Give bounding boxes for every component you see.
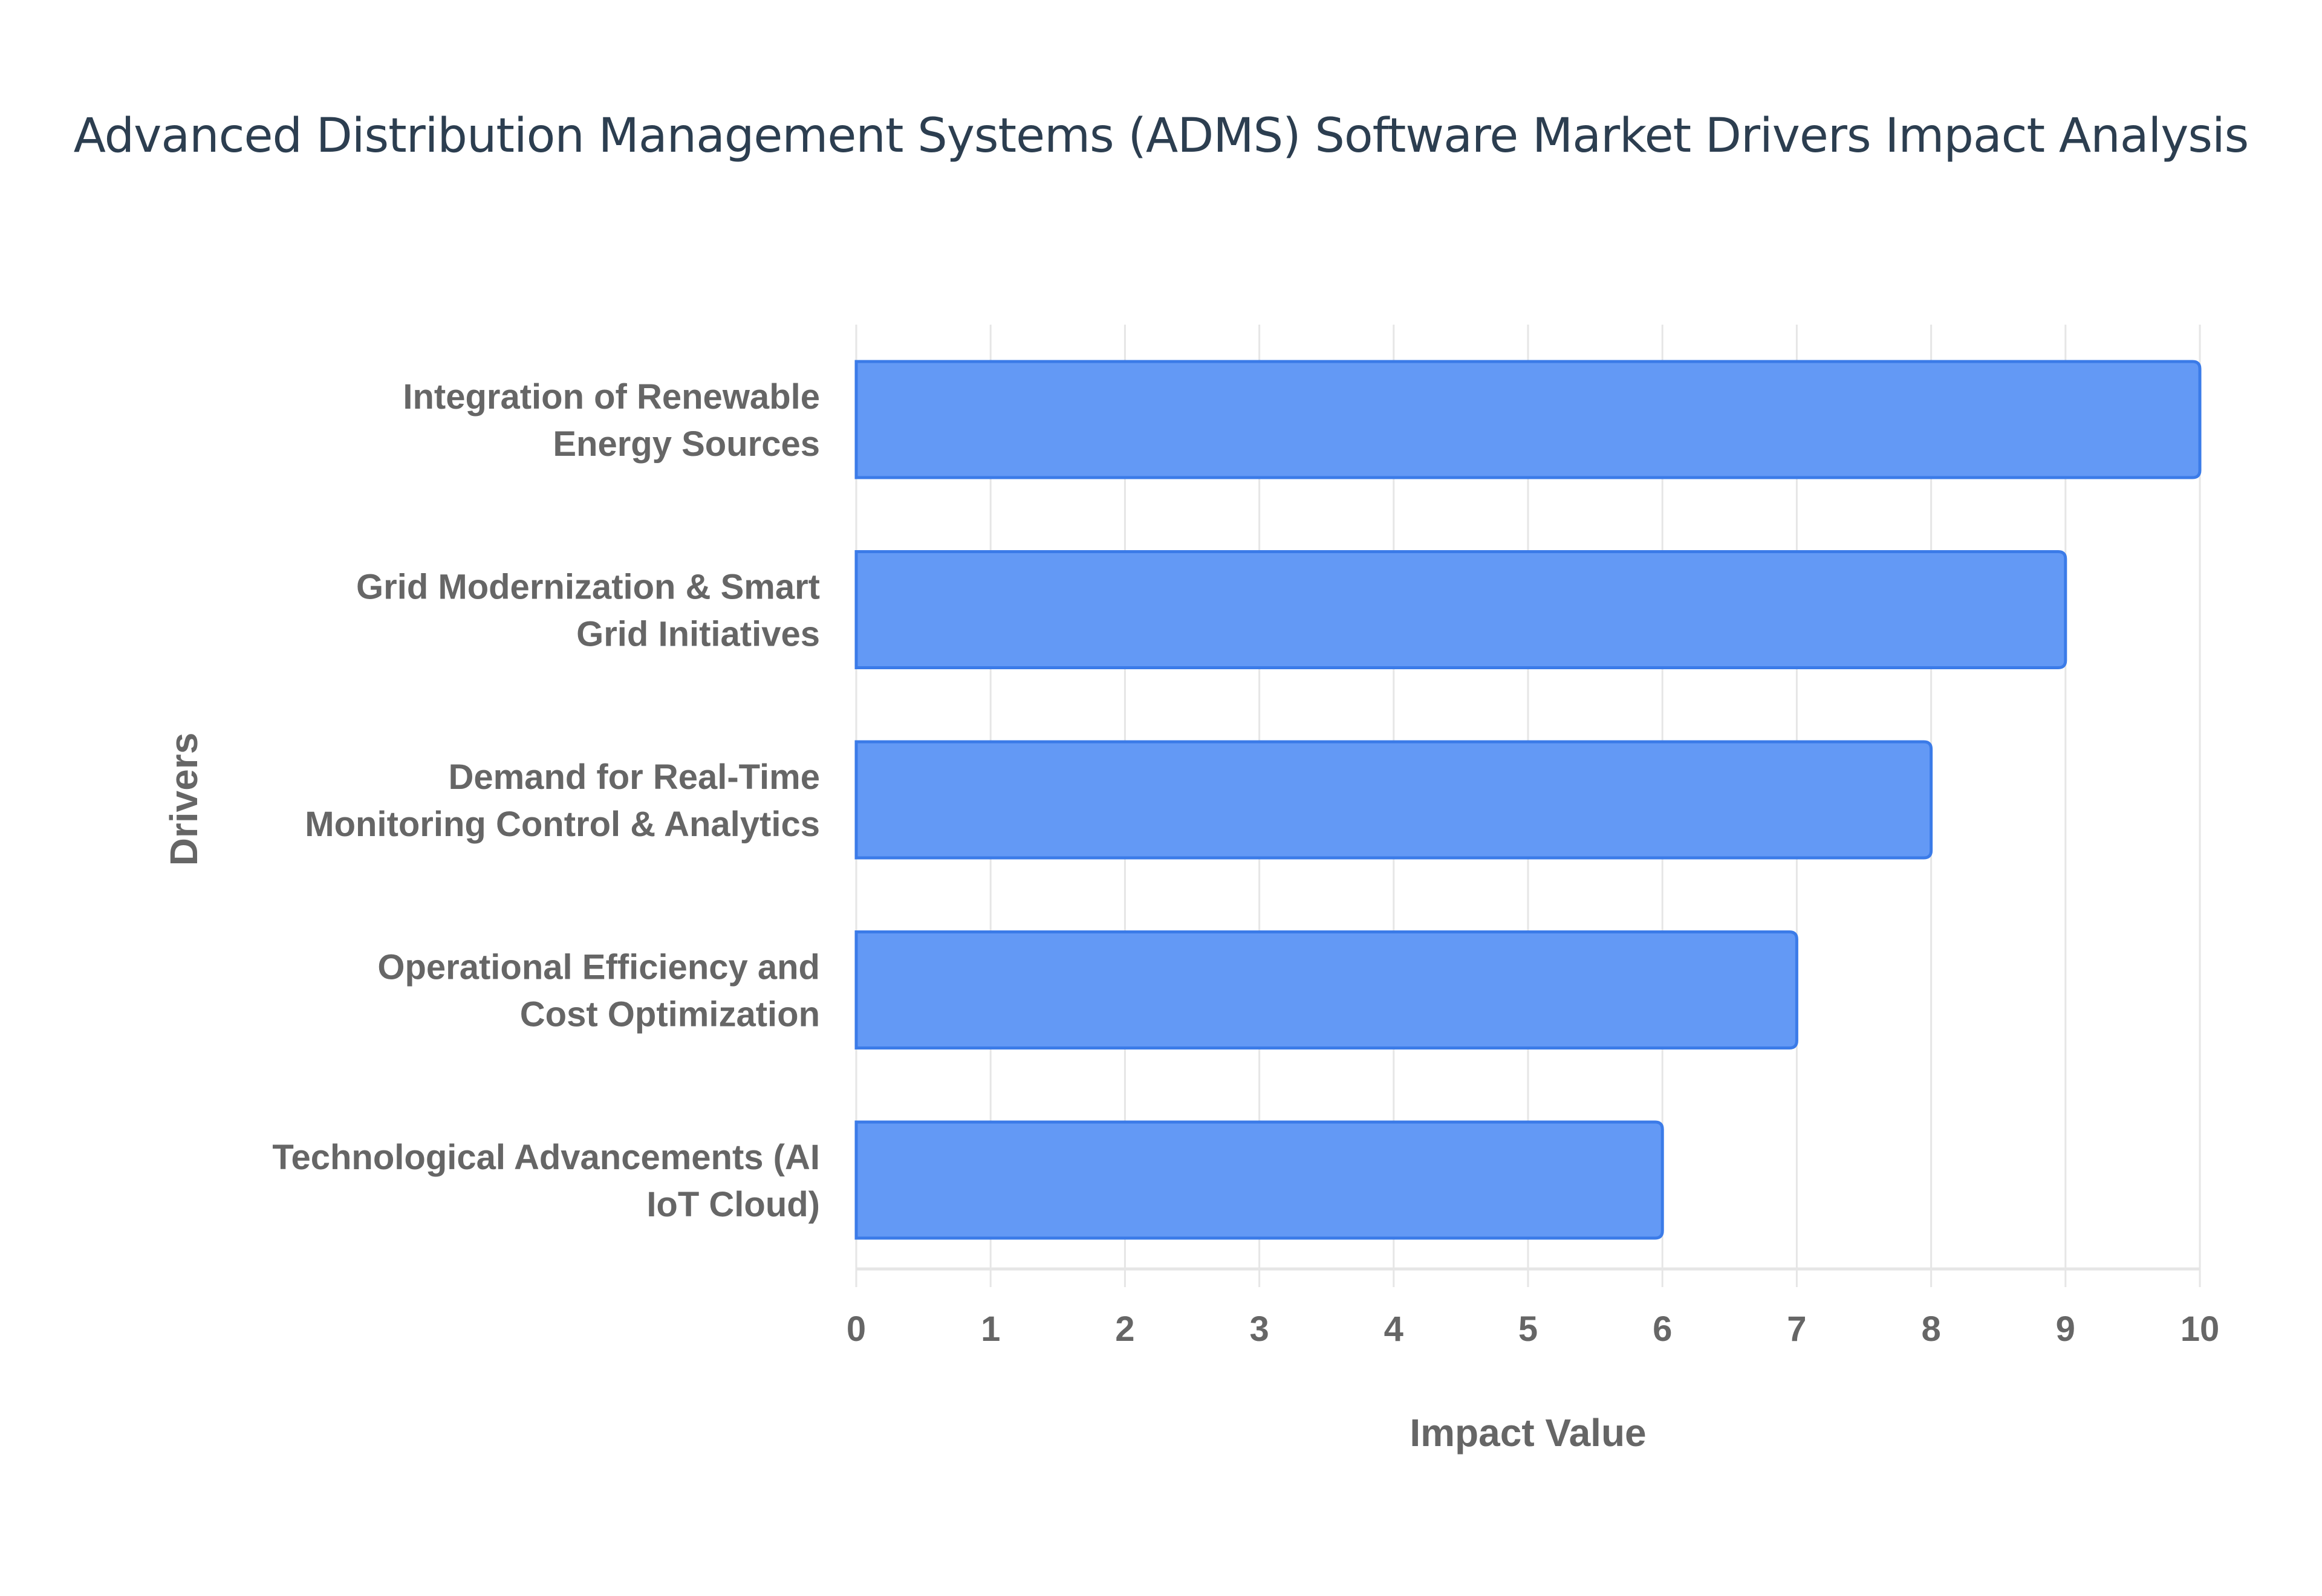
x-tick-label: 1: [981, 1309, 1000, 1349]
x-tick-label: 0: [847, 1309, 866, 1349]
x-tick-label: 2: [1115, 1309, 1134, 1349]
bar[interactable]: [854, 930, 1798, 1049]
y-tick-label: Operational Efficiency and: [377, 948, 820, 987]
bar[interactable]: [854, 740, 1933, 860]
y-tick-label: Monitoring Control & Analytics: [305, 805, 820, 844]
x-tick-label: 10: [2181, 1309, 2220, 1349]
y-tick-label: Energy Sources: [553, 424, 820, 464]
x-tick-label: 6: [1653, 1309, 1672, 1349]
bar[interactable]: [854, 360, 2202, 479]
x-tick-label: 3: [1249, 1309, 1269, 1349]
y-tick-label: IoT Cloud): [646, 1185, 820, 1224]
x-tick-label: 5: [1518, 1309, 1538, 1349]
y-tick-label: Grid Initiatives: [576, 615, 820, 654]
y-tick-label: Integration of Renewable: [403, 377, 820, 417]
y-tick-label: Technological Advancements (AI: [272, 1138, 820, 1177]
chart-title: Advanced Distribution Management Systems…: [73, 109, 2249, 163]
y-axis-title: Drivers: [162, 733, 206, 866]
y-tick-label: Cost Optimization: [520, 995, 820, 1034]
y-tick-label: Demand for Real-Time: [448, 757, 820, 797]
x-axis-title: Impact Value: [1410, 1411, 1646, 1455]
y-tick-label: Grid Modernization & Smart: [356, 568, 820, 607]
x-tick-label: 8: [1921, 1309, 1940, 1349]
x-tick-label: 7: [1787, 1309, 1806, 1349]
bar[interactable]: [854, 1120, 1664, 1240]
bar[interactable]: [854, 550, 2067, 669]
x-tick-label: 9: [2056, 1309, 2075, 1349]
x-tick-label: 4: [1384, 1309, 1403, 1349]
